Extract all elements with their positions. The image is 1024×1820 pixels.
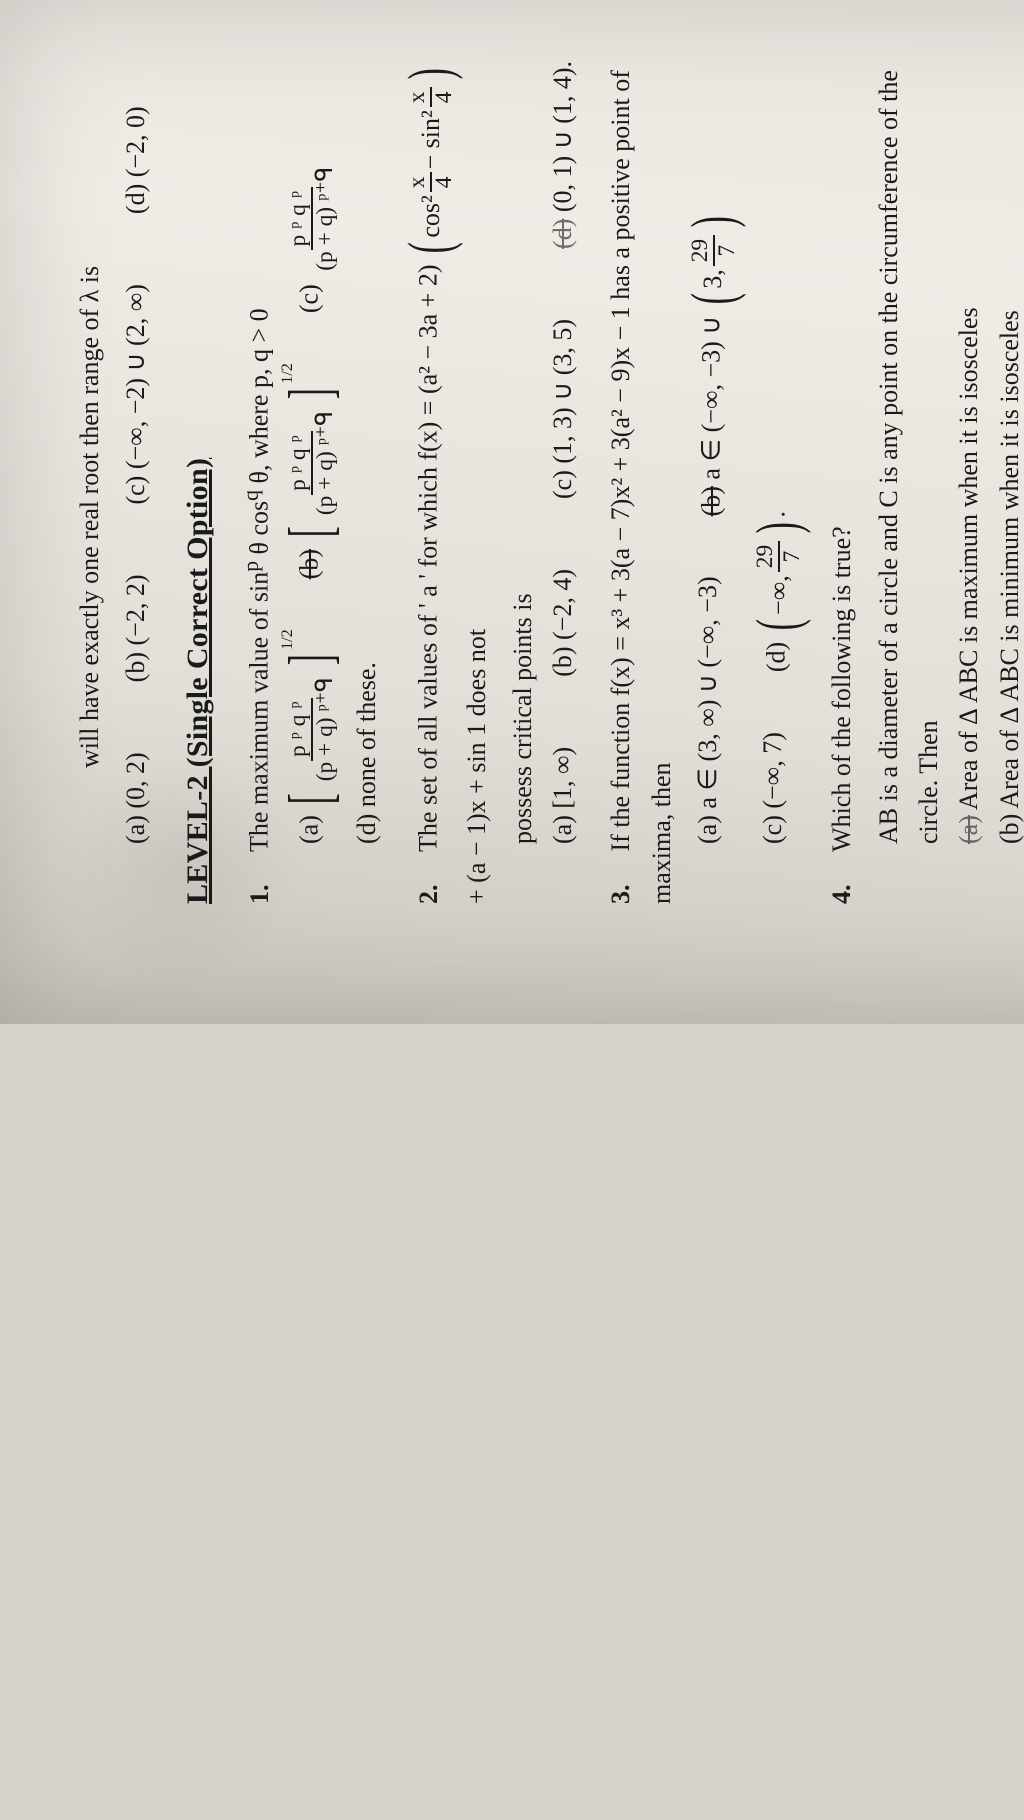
page: 0. will have exactly one real root then … — [0, 0, 1024, 1024]
q3-d-frac: ( −∞, 29 7 ) — [753, 517, 804, 635]
q1-b-den: (p + q) ᵖ⁺ᑫ — [313, 407, 338, 519]
q2-stem1-tail: + (a − 1)x + sin 1 does not — [462, 629, 491, 904]
q3: 3. If the function f(x) = x³ + 3(a − 7)x… — [601, 60, 682, 904]
q2-frac2: x 4 — [405, 87, 456, 107]
q2-stem1: The set of all values of ' a ' for which… — [414, 265, 443, 852]
q1-sup-p: p — [239, 561, 263, 572]
q3-d-prefix: −∞, — [759, 575, 799, 615]
q1-b-num: p ᵖ q ᵖ — [286, 431, 313, 494]
q3-d-num: 29 — [753, 541, 780, 572]
opt-a: (a) (0, 2) — [116, 752, 156, 844]
q1-opt-a-label: (a) — [295, 815, 324, 844]
q3-b-num: 29 — [688, 235, 715, 266]
q1-opt-c-label: (c) — [295, 284, 324, 313]
q1-b-bracket: [ p ᵖ q ᵖ (p + q) ᵖ⁺ᑫ ] — [286, 384, 337, 543]
q3-d-post: . — [762, 511, 791, 518]
q1-opt-a: (a) [ p ᵖ q ᵖ (p + q) ᵖ⁺ᑫ ] 1/2 — [286, 629, 337, 844]
section-heading: LEVEL-2 (Single Correct Option) — [175, 60, 222, 904]
q1: 1. The maximum value of sinp θ cosq θ, w… — [235, 60, 280, 904]
q2-cos: cos² — [411, 195, 451, 237]
prev-question-tail: 0. will have exactly one real root then … — [70, 60, 110, 904]
q3-opt-a: (a) a ∈ (3, ∞) ∪ (−∞, −3) — [688, 576, 739, 844]
q2-options: (a) [1, ∞) (b) (−2, 4) (c) (1, 3) ∪ (3, … — [543, 60, 583, 844]
q1-opt-b-label: (b) — [295, 549, 324, 579]
q2-opt-c: (c) (1, 3) ∪ (3, 5) — [543, 319, 583, 499]
q2-frac2-den: 4 — [432, 87, 457, 107]
q2: 2. The set of all values of ' a ' for wh… — [405, 60, 496, 904]
q3-b-frac: ( 3, 29 7 ) — [688, 212, 739, 310]
q4-stem1: Which of the following is true? — [827, 526, 856, 852]
q3-b-lb: ( — [691, 293, 737, 304]
opt-b: (b) (−2, 2) — [116, 575, 156, 683]
q4-number: 4. — [822, 858, 862, 904]
q3-d-den: 7 — [780, 547, 805, 567]
q3-d-fraction: 29 7 — [753, 541, 804, 572]
q3-b-rb: ) — [691, 216, 737, 227]
q3-d-rb: ) — [756, 522, 802, 533]
q1-a-bracket: [ p ᵖ q ᵖ (p + q) ᵖ⁺ᑫ ] — [286, 650, 337, 809]
q1-options: (a) [ p ᵖ q ᵖ (p + q) ᵖ⁺ᑫ ] 1/2 (b) [ p … — [286, 60, 387, 844]
q1-opt-b: (b) [ p ᵖ q ᵖ (p + q) ᵖ⁺ᑫ ] 1/2 — [286, 363, 337, 579]
q3-number: 3. — [601, 858, 641, 904]
opt-d: (d) (−2, 0) — [116, 106, 156, 214]
q1-a-den: (p + q) ᵖ⁺ᑫ — [313, 673, 338, 785]
q3-d-lb: ( — [756, 620, 802, 631]
q3-options: (a) a ∈ (3, ∞) ∪ (−∞, −3) (b) a ∈ (−∞, −… — [688, 60, 804, 844]
q3-opt-d: (d) ( −∞, 29 7 ) . — [753, 511, 804, 672]
q2-number: 2. — [409, 858, 449, 904]
q1-a-num: p ᵖ q ᵖ — [286, 698, 313, 761]
q3-opt-b: (b) a ∈ (−∞, −3) ∪ ( 3, 29 7 ) — [688, 212, 739, 517]
q1-a-pow: 1/2 — [279, 629, 296, 650]
q3-opt-b-pre: (b) — [697, 486, 726, 516]
q2-frac1-den: 4 — [432, 173, 457, 193]
q4: 4. Which of the following is true? — [822, 60, 862, 904]
q1-b-frac: p ᵖ q ᵖ (p + q) ᵖ⁺ᑫ — [286, 407, 337, 519]
q1-c-den: (p + q) ᵖ⁺ᑫ — [313, 163, 338, 275]
q3-opt-b-text: a ∈ (−∞, −3) ∪ — [697, 309, 726, 479]
q3-b-den: 7 — [715, 241, 740, 261]
q1-stem-post: θ, where p, q > 0 — [245, 308, 274, 490]
prev-tail-text: will have exactly one real root then ran… — [70, 266, 110, 768]
opt-c: (c) (−∞, −2) ∪ (2, ∞) — [116, 284, 156, 504]
q2-sin: − sin² — [411, 110, 451, 169]
q3-d-pre: (d) — [762, 635, 791, 672]
q4-opt-b: (b) Area of Δ ABC is minimum when it is … — [990, 60, 1024, 844]
q1-stem-pre: The maximum value of sin — [245, 572, 274, 852]
q1-sup-q: q — [239, 490, 263, 501]
q1-number: 1. — [240, 858, 280, 904]
q3-b-fraction: 29 7 — [688, 235, 739, 266]
q2-opt-d: (d) (d) (0, 1) ∪ (1, 4).(0, 1) ∪ (1, 4). — [543, 61, 583, 249]
q4-opt-a: (a) Area of Δ ABC is maximum when it is … — [949, 60, 989, 844]
q2-frac1-num: x — [405, 173, 432, 193]
q1-opt-d: (d) none of these. — [347, 662, 387, 844]
q3-opt-c: (c) (−∞, 7) — [753, 732, 804, 844]
q1-c-num: p ᵖ q ᵖ — [286, 187, 313, 250]
q2-paren: ( cos² x 4 − sin² x 4 ) — [405, 64, 456, 258]
q4-stem2: AB is a diameter of a circle and C is an… — [869, 60, 950, 844]
q1-a-frac: p ᵖ q ᵖ (p + q) ᵖ⁺ᑫ — [286, 673, 337, 785]
q1-c-frac: p ᵖ q ᵖ (p + q) ᵖ⁺ᑫ — [286, 163, 337, 275]
q4-options: (a) Area of Δ ABC is maximum when it is … — [949, 60, 1024, 844]
prev-options: (a) (0, 2) (b) (−2, 2) (c) (−∞, −2) ∪ (2… — [116, 60, 156, 844]
q2-opt-a: (a) [1, ∞) — [543, 747, 583, 844]
q2-frac2-num: x — [405, 87, 432, 107]
q2-frac1: x 4 — [405, 173, 456, 193]
q2-opt-b: (b) (−2, 4) — [543, 569, 583, 677]
q1-stem-mid: θ cos — [245, 501, 274, 561]
q3-stem: If the function f(x) = x³ + 3(a − 7)x² +… — [606, 70, 675, 904]
q1-opt-c: (c) p ᵖ q ᵖ (p + q) ᵖ⁺ᑫ — [286, 160, 337, 313]
q3-b-pre: 3, — [693, 269, 733, 289]
q2-stem2: possess critical points is — [503, 60, 543, 844]
q1-b-pow: 1/2 — [279, 363, 296, 384]
